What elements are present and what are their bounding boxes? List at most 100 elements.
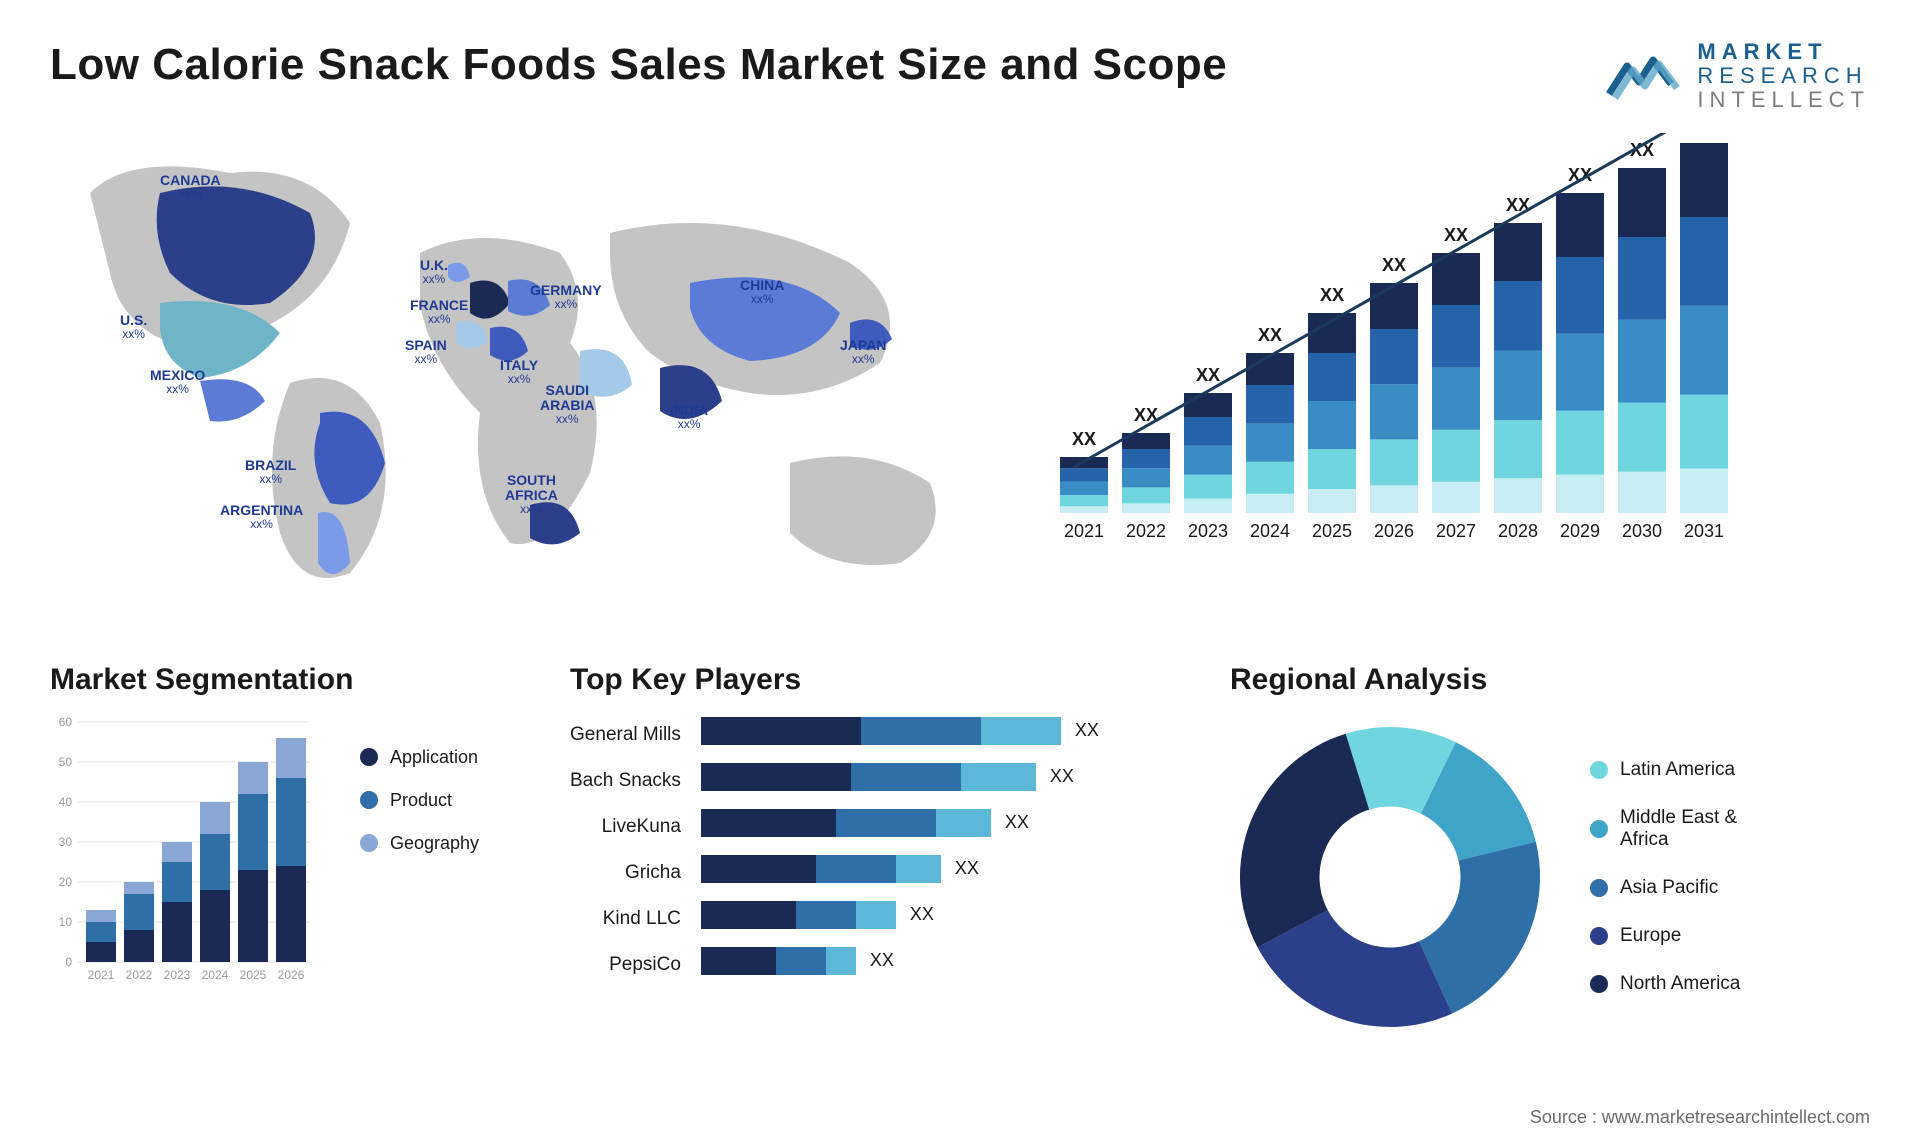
svg-text:50: 50 (59, 755, 73, 769)
segmentation-legend: Application Product Geography (360, 717, 479, 1007)
logo-mark-icon (1605, 46, 1685, 106)
player-value: XX (955, 858, 979, 879)
map-label-india: INDIAxx% (670, 403, 708, 432)
svg-text:2023: 2023 (164, 968, 191, 982)
svg-text:0: 0 (65, 955, 72, 969)
player-bar-row: XX (701, 855, 1190, 883)
map-label-china: CHINAxx% (740, 278, 784, 307)
player-bar-seg (701, 947, 776, 975)
legend-swatch-icon (360, 834, 378, 852)
legend-swatch-icon (1590, 820, 1608, 838)
svg-text:XX: XX (1258, 325, 1282, 345)
logo-text-2: RESEARCH (1697, 64, 1870, 88)
player-bar (701, 901, 896, 929)
growth-chart-panel: XX2021XX2022XX2023XX2024XX2025XX2026XX20… (1040, 133, 1870, 613)
logo-text-1: MARKET (1697, 40, 1870, 64)
seg-legend-item: Product (360, 790, 479, 811)
player-bar-row: XX (701, 809, 1190, 837)
player-bar (701, 717, 1061, 745)
player-bar (701, 855, 941, 883)
source-text: Source : www.marketresearchintellect.com (1530, 1107, 1870, 1128)
legend-swatch-icon (1590, 761, 1608, 779)
regional-legend-item: Middle East &Africa (1590, 807, 1740, 851)
svg-text:XX: XX (1196, 365, 1220, 385)
player-bar-seg (961, 763, 1036, 791)
svg-text:40: 40 (59, 795, 73, 809)
player-bar-seg (701, 901, 796, 929)
player-bar-seg (826, 947, 856, 975)
svg-text:20: 20 (59, 875, 73, 889)
svg-text:XX: XX (1382, 255, 1406, 275)
regional-legend: Latin America Middle East &Africa Asia Pac… (1590, 759, 1740, 995)
svg-text:2023: 2023 (1188, 521, 1228, 541)
player-bar-seg (776, 947, 826, 975)
regional-title: Regional Analysis (1230, 663, 1870, 697)
logo-text-3: INTELLECT (1697, 88, 1870, 112)
svg-text:2030: 2030 (1622, 521, 1662, 541)
map-label-japan: JAPANxx% (840, 338, 886, 367)
player-bar-seg (701, 717, 861, 745)
seg-legend-item: Application (360, 747, 479, 768)
player-bar-seg (896, 855, 941, 883)
svg-text:2027: 2027 (1436, 521, 1476, 541)
player-value: XX (1050, 766, 1074, 787)
player-value: XX (870, 950, 894, 971)
svg-text:XX: XX (1444, 225, 1468, 245)
svg-text:XX: XX (1072, 429, 1096, 449)
svg-text:2022: 2022 (126, 968, 153, 982)
legend-label: Latin America (1620, 759, 1735, 781)
player-value: XX (1075, 720, 1099, 741)
player-bar-seg (851, 763, 961, 791)
brand-logo: MARKET RESEARCH INTELLECT (1605, 40, 1870, 113)
seg-legend-item: Geography (360, 833, 479, 854)
player-bar-row: XX (701, 901, 1190, 929)
player-bar-row: XX (701, 717, 1190, 745)
segmentation-chart: 0102030405060202120222023202420252026 (50, 717, 330, 1007)
player-bar-seg (796, 901, 856, 929)
map-label-south-africa: SOUTHAFRICAxx% (505, 473, 558, 517)
map-label-argentina: ARGENTINAxx% (220, 503, 303, 532)
player-name: General Mills (570, 721, 681, 749)
segmentation-title: Market Segmentation (50, 663, 530, 697)
svg-text:2029: 2029 (1560, 521, 1600, 541)
player-bar-row: XX (701, 947, 1190, 975)
legend-swatch-icon (360, 791, 378, 809)
legend-label: Product (390, 790, 452, 811)
regional-donut-chart (1230, 717, 1550, 1037)
player-bar-seg (816, 855, 896, 883)
regional-legend-item: Latin America (1590, 759, 1740, 781)
legend-label: Geography (390, 833, 479, 854)
players-title: Top Key Players (570, 663, 1190, 697)
legend-swatch-icon (360, 748, 378, 766)
svg-text:2026: 2026 (1374, 521, 1414, 541)
player-bar-seg (936, 809, 991, 837)
map-label-brazil: BRAZILxx% (245, 458, 296, 487)
player-bar-row: XX (701, 763, 1190, 791)
svg-text:2021: 2021 (88, 968, 115, 982)
svg-text:60: 60 (59, 717, 73, 729)
regional-legend-item: Asia Pacific (1590, 877, 1740, 899)
map-label-italy: ITALYxx% (500, 358, 538, 387)
svg-text:10: 10 (59, 915, 73, 929)
player-bar-seg (861, 717, 981, 745)
world-map-panel: CANADAxx%U.S.xx%MEXICOxx%BRAZILxx%ARGENT… (50, 133, 980, 613)
legend-label: Middle East &Africa (1620, 807, 1737, 851)
player-bar-seg (836, 809, 936, 837)
player-name: Kind LLC (603, 905, 681, 933)
legend-swatch-icon (1590, 879, 1608, 897)
player-name: Gricha (625, 859, 681, 887)
map-label-u-k-: U.K.xx% (420, 258, 448, 287)
player-names: General Mills Bach Snacks LiveKuna Gricha Ki… (570, 717, 681, 979)
svg-text:2025: 2025 (1312, 521, 1352, 541)
legend-swatch-icon (1590, 975, 1608, 993)
svg-text:2031: 2031 (1684, 521, 1724, 541)
svg-text:2026: 2026 (278, 968, 305, 982)
page-title: Low Calorie Snack Foods Sales Market Siz… (50, 40, 1227, 90)
player-name: Bach Snacks (570, 767, 681, 795)
svg-text:2028: 2028 (1498, 521, 1538, 541)
player-value: XX (910, 904, 934, 925)
player-bar-seg (701, 763, 851, 791)
player-name: LiveKuna (602, 813, 681, 841)
player-bar (701, 763, 1036, 791)
map-label-germany: GERMANYxx% (530, 283, 602, 312)
